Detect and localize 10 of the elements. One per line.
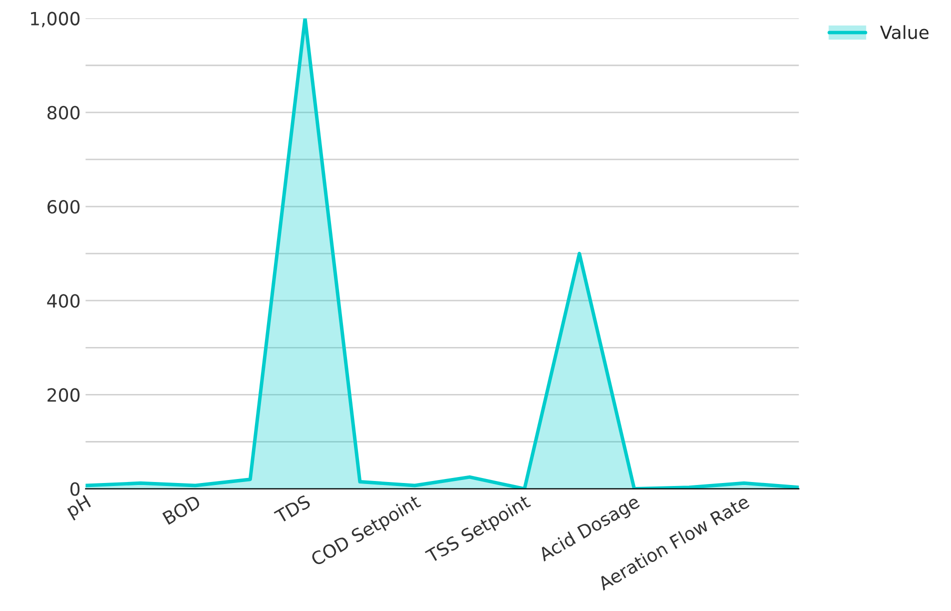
y-tick-label: 1,000 (31, 12, 80, 28)
x-tick-label: pH (66, 495, 93, 520)
y-tick-label: 600 (48, 200, 80, 214)
y-tick-label: 200 (48, 388, 80, 402)
y-tick-label: 0 (70, 482, 80, 496)
y-tick-label: 400 (47, 294, 80, 308)
x-tick-label: TDS (274, 494, 312, 524)
legend-label: Value (880, 25, 929, 40)
y-tick-label: 800 (47, 106, 80, 120)
x-tick-label: BOD (162, 494, 202, 525)
